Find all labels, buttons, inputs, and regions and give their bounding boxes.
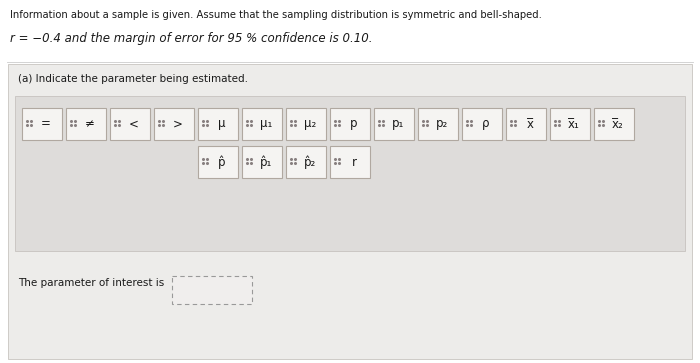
- Text: The parameter of interest is: The parameter of interest is: [18, 278, 164, 288]
- Text: =: =: [41, 118, 51, 131]
- Text: p₁: p₁: [392, 118, 404, 131]
- Text: μ₂: μ₂: [304, 118, 316, 131]
- Text: r: r: [351, 155, 356, 168]
- Bar: [22, 108, 62, 140]
- Text: ≠: ≠: [85, 118, 95, 131]
- Bar: [198, 146, 238, 178]
- Bar: [286, 108, 326, 140]
- Bar: [550, 108, 590, 140]
- Bar: [242, 146, 282, 178]
- Bar: [506, 108, 546, 140]
- Text: r = −0.4 and the margin of error for 95 % confidence is 0.10.: r = −0.4 and the margin of error for 95 …: [10, 32, 372, 45]
- Text: p̂₂: p̂₂: [304, 155, 316, 169]
- Bar: [110, 108, 150, 140]
- Bar: [15, 96, 685, 251]
- Bar: [154, 108, 194, 140]
- Text: x̅₂: x̅₂: [612, 118, 624, 131]
- Bar: [66, 108, 106, 140]
- Bar: [286, 146, 326, 178]
- Text: (a) Indicate the parameter being estimated.: (a) Indicate the parameter being estimat…: [18, 74, 248, 84]
- Bar: [418, 108, 458, 140]
- Bar: [8, 64, 692, 359]
- Text: Information about a sample is given. Assume that the sampling distribution is sy: Information about a sample is given. Ass…: [10, 10, 542, 20]
- Text: x̅₁: x̅₁: [568, 118, 580, 131]
- Bar: [172, 276, 252, 304]
- Bar: [330, 146, 370, 178]
- Text: p: p: [350, 118, 358, 131]
- Bar: [462, 108, 502, 140]
- Text: <: <: [129, 118, 139, 131]
- Text: p̂: p̂: [218, 155, 225, 169]
- Bar: [198, 108, 238, 140]
- Bar: [330, 108, 370, 140]
- Text: >: >: [173, 118, 183, 131]
- Text: p₂: p₂: [436, 118, 448, 131]
- Bar: [594, 108, 634, 140]
- Text: p̂₁: p̂₁: [260, 155, 272, 169]
- Text: μ: μ: [218, 118, 225, 131]
- Text: μ₁: μ₁: [260, 118, 272, 131]
- Text: x̅: x̅: [526, 118, 533, 131]
- Text: ρ: ρ: [482, 118, 490, 131]
- Bar: [374, 108, 414, 140]
- Bar: [242, 108, 282, 140]
